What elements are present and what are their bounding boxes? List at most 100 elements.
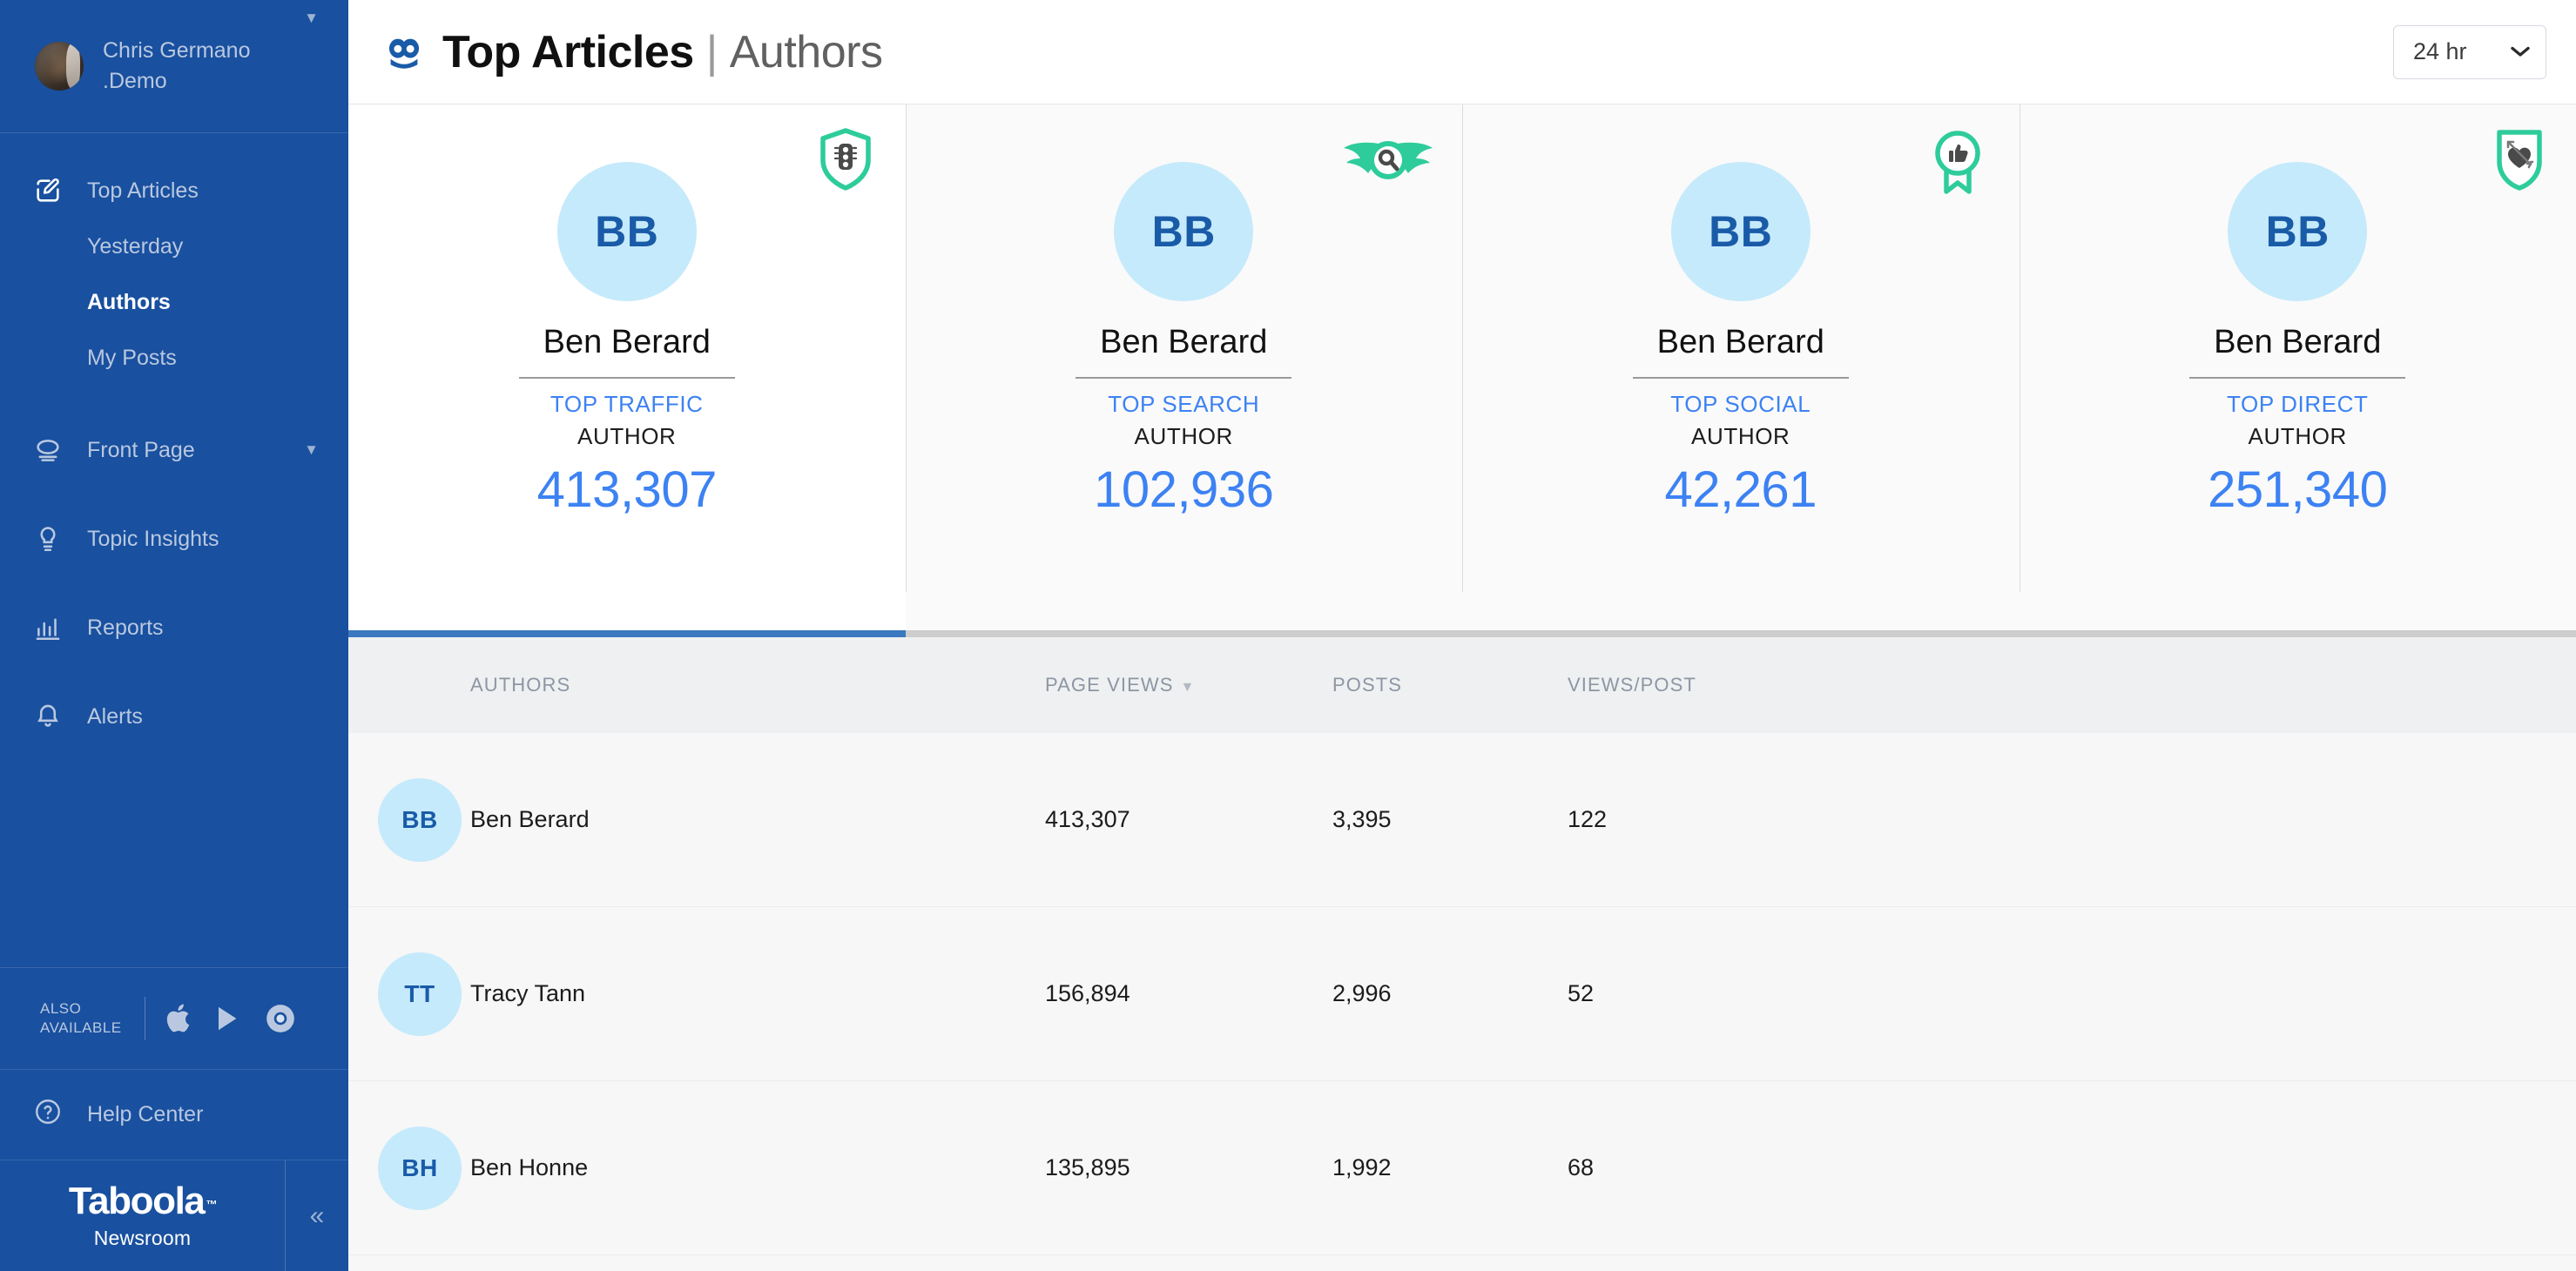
table-cell-page-views: 135,895 [1045,1154,1130,1180]
main-content: Top Articles | Authors 24 hr [348,0,2576,1271]
shield-traffic-light-icon [819,127,873,196]
avatar: BB [556,162,697,301]
time-range-value: 24 hr [2413,38,2467,64]
divider [1632,377,1849,379]
brand-name: Taboola [68,1180,206,1222]
table-header-page-views[interactable]: PAGE VIEWS ▼ [1045,674,1332,696]
metric-card-subtag: AUTHOR [2248,423,2347,449]
table-cell-page-views: 413,307 [1045,806,1130,832]
metric-card-subtag: AUTHOR [1691,423,1790,449]
table-cell-avatar: BB [348,777,470,862]
question-circle-icon [33,1097,71,1133]
sidebar-item-topic-insights[interactable]: Topic Insights [0,511,348,567]
metric-card-tag: TOP SEARCH [1108,391,1260,417]
metric-card-name: Ben Berard [1100,324,1268,360]
sidebar-user-text: Chris Germano .Demo [103,36,295,97]
shield-heart-arrow-icon [2492,127,2546,196]
divider [2189,377,2406,379]
sidebar-spacer [0,744,348,967]
sidebar-nav: Top Articles Yesterday Authors My Posts … [0,133,348,744]
sidebar-item-top-articles[interactable]: Top Articles [0,163,348,219]
metric-card-top-traffic[interactable]: BB Ben Berard TOP TRAFFIC AUTHOR 413,307 [348,104,906,637]
sidebar-item-front-page[interactable]: Front Page ▼ [0,422,348,478]
page-title: Top Articles | Authors [442,26,883,78]
avatar: BB [2228,162,2368,301]
table-header-row: AUTHORS PAGE VIEWS ▼ POSTS VIEWS/POST [348,637,2576,733]
table-header-views-per-post[interactable]: VIEWS/POST [1568,674,1696,696]
also-available-section: ALSO AVAILABLE [0,967,348,1070]
metric-card-top-direct[interactable]: BB Ben Berard TOP DIRECT AUTHOR 251,340 [2019,104,2576,637]
metric-card-tag: TOP DIRECT [2226,391,2369,417]
metric-card-top-search[interactable]: BB Ben Berard TOP SEARCH AUTHOR 102,936 [905,104,1462,637]
also-available-icons [165,1002,297,1035]
table-header-posts[interactable]: POSTS [1332,674,1403,696]
table-cell-avatar: TT [348,952,470,1036]
metric-card-name: Ben Berard [2214,324,2382,360]
sidebar: Chris Germano .Demo ▼ Top Articles Yeste… [0,0,348,1271]
avatar: BH [378,1126,462,1210]
table-row[interactable]: TT Tracy Tann 156,894 2,996 52 [348,907,2576,1081]
metric-card-tag: TOP SOCIAL [1670,391,1811,417]
also-available-label: ALSO AVAILABLE [40,999,138,1038]
divider [1076,377,1292,379]
sidebar-item-reports[interactable]: Reports [0,600,348,656]
brand-trademark: ™ [206,1198,218,1211]
page-title-main: Top Articles [442,26,694,77]
chevron-down-icon [2509,41,2532,64]
lightbulb-icon [33,524,71,554]
winged-search-badge-icon [1337,136,1440,191]
page-title-separator: | [705,26,718,77]
chevron-down-icon[interactable]: ▼ [304,10,319,26]
table-cell-avatar: BH [348,1126,470,1210]
avatar: BB [378,777,462,862]
table-row[interactable]: BH Ben Honne 135,895 1,992 68 [348,1081,2576,1255]
authors-table: AUTHORS PAGE VIEWS ▼ POSTS VIEWS/POST BB … [348,637,2576,1271]
metric-card-name: Ben Berard [1656,324,1824,360]
also-available-line1: ALSO [40,1000,82,1017]
chrome-icon[interactable] [264,1002,297,1035]
taboola-eyes-icon [385,33,423,71]
sidebar-item-help-center[interactable]: Help Center [0,1070,348,1160]
also-available-line2: AVAILABLE [40,1019,122,1036]
sidebar-collapse-button[interactable]: « [286,1160,348,1271]
avatar: BB [1670,162,1811,301]
time-range-select[interactable]: 24 hr [2393,24,2546,79]
table-cell-views-per-post: 52 [1568,980,1595,1006]
metric-card-name: Ben Berard [543,324,711,360]
brand-wordmark: Taboola ™ [68,1180,218,1225]
table-cell-author-name: Tracy Tann [470,980,586,1006]
sidebar-item-label: Yesterday [87,233,184,259]
metric-cards: BB Ben Berard TOP TRAFFIC AUTHOR 413,307 [348,104,2576,637]
metric-card-value: 102,936 [1094,461,1274,518]
table-row[interactable]: BB Ben Berard 413,307 3,395 122 [348,733,2576,907]
chevron-down-icon[interactable]: ▼ [304,441,319,458]
apple-icon[interactable] [165,1002,194,1035]
sidebar-item-yesterday[interactable]: Yesterday [0,219,348,274]
sidebar-item-my-posts[interactable]: My Posts [0,330,348,386]
table-header-authors[interactable]: AUTHORS [470,674,571,696]
brand-subtitle: Newsroom [93,1227,192,1249]
divider [518,377,735,379]
table-cell-views-per-post: 122 [1568,806,1608,832]
google-play-icon[interactable] [213,1003,245,1034]
sidebar-item-label: Reports [87,615,164,640]
topbar: Top Articles | Authors 24 hr [348,0,2576,104]
metric-card-value: 42,261 [1664,461,1817,518]
metric-card-top-social[interactable]: BB Ben Berard TOP SOCIAL AUTHOR 42,261 [1462,104,2020,637]
table-cell-page-views: 156,894 [1045,980,1130,1006]
sidebar-item-label: Topic Insights [87,526,219,551]
table-cell-views-per-post: 68 [1568,1154,1595,1180]
sidebar-item-authors[interactable]: Authors [0,274,348,330]
sidebar-item-label: Authors [87,289,171,314]
sidebar-item-label: Front Page [87,437,195,462]
table-cell-posts: 2,996 [1332,980,1392,1006]
sidebar-item-alerts[interactable]: Alerts [0,689,348,744]
sidebar-user-menu[interactable]: Chris Germano .Demo ▼ [0,0,348,133]
table-row[interactable] [348,1255,2576,1271]
metric-card-subtag: AUTHOR [1134,423,1233,449]
sidebar-item-label: Top Articles [87,178,199,203]
table-cell-posts: 3,395 [1332,806,1392,832]
sidebar-item-label: Help Center [87,1102,204,1126]
table-cell-posts: 1,992 [1332,1154,1392,1180]
